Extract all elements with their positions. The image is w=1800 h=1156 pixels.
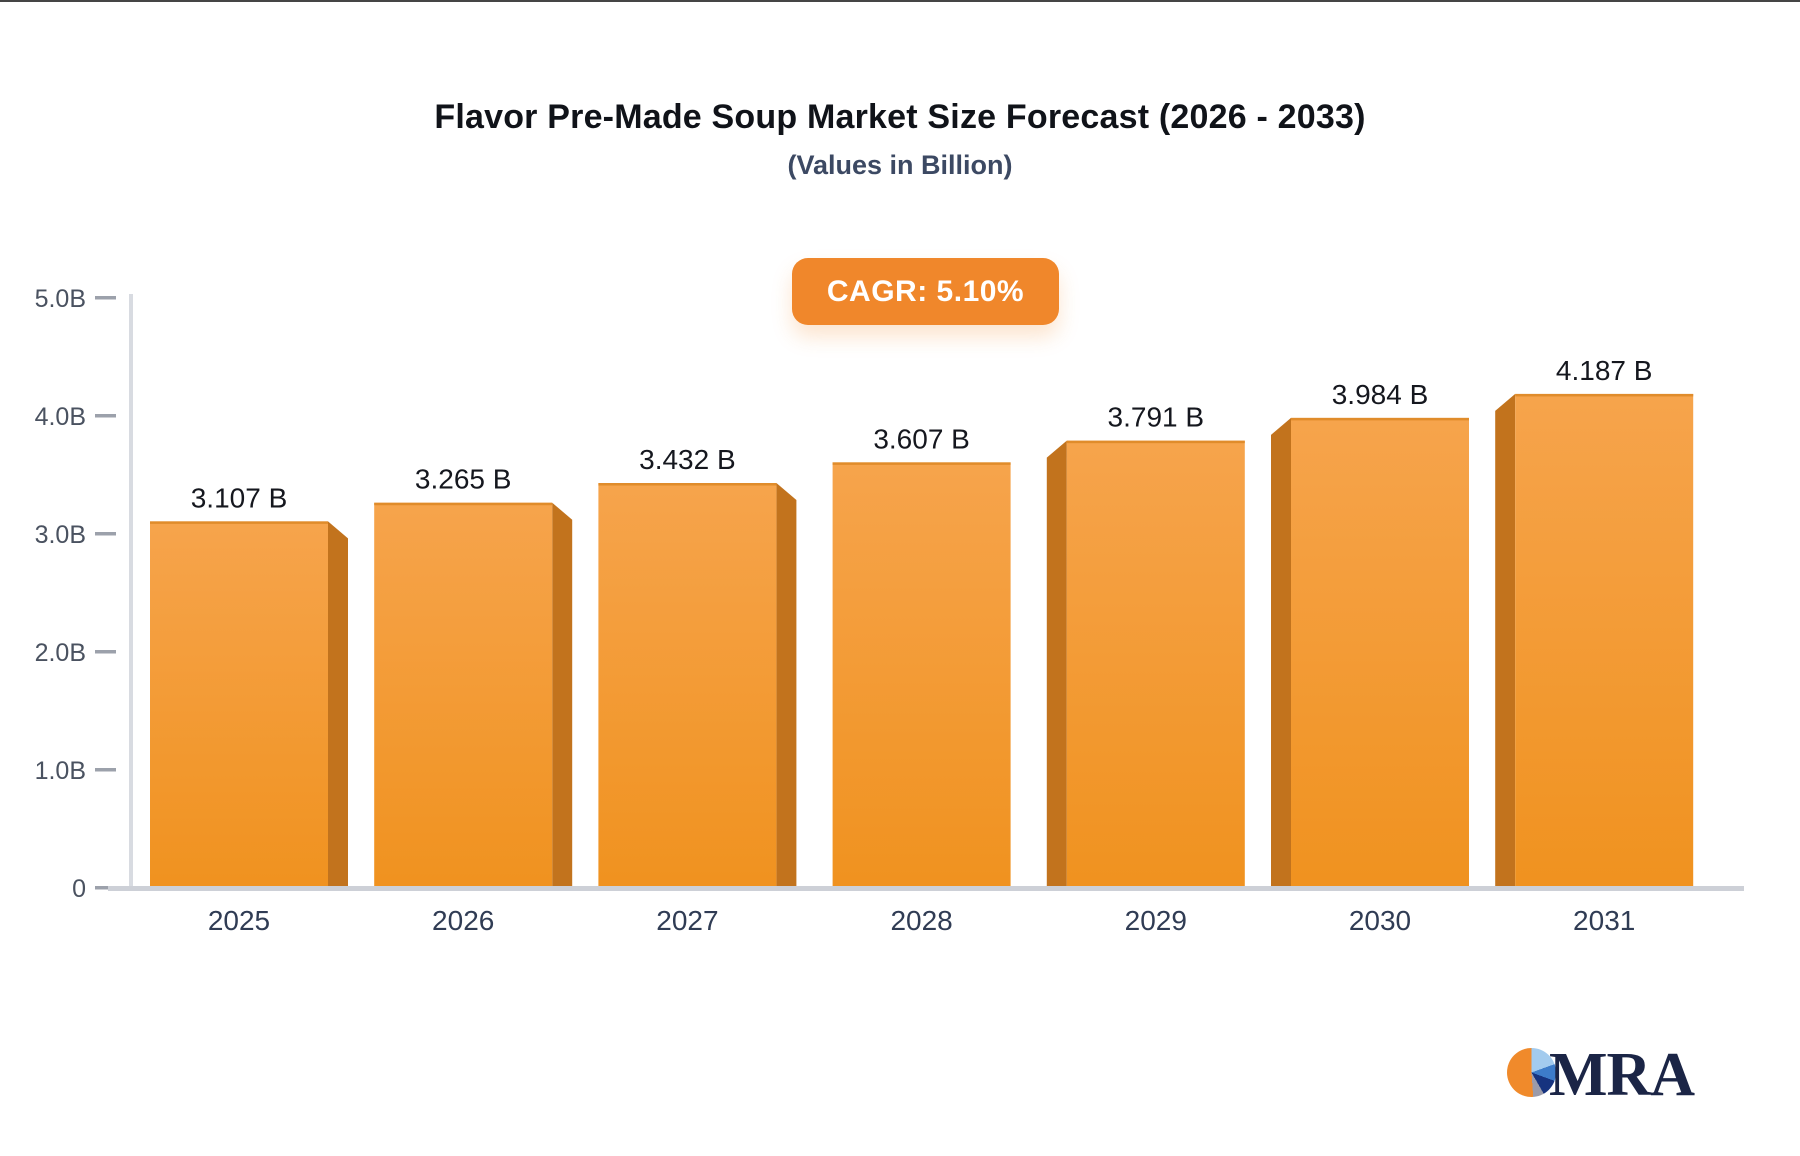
x-category-label: 2031 xyxy=(1573,905,1635,936)
bar-value-label: 3.265 B xyxy=(415,464,512,495)
bar-side-face xyxy=(1271,417,1291,888)
bar-2031: 4.187 B 2031 xyxy=(1495,355,1694,936)
bar-2027: 3.432 B 2027 xyxy=(598,444,797,936)
bar-side-face xyxy=(552,502,573,888)
bar-front-face xyxy=(1515,393,1694,888)
bar-front-face xyxy=(1291,417,1469,888)
bar-2029: 3.791 B 2029 xyxy=(1046,402,1245,936)
x-category-label: 2030 xyxy=(1349,905,1411,936)
bar-side-face xyxy=(1046,440,1067,888)
chart-title: Flavor Pre-Made Soup Market Size Forecas… xyxy=(434,98,1366,136)
bar-front-face xyxy=(150,521,328,888)
bar-side-face xyxy=(776,483,797,888)
bar-2028: 3.607 B 2028 xyxy=(832,423,1011,936)
x-category-label: 2026 xyxy=(432,905,494,936)
bar-top-edge xyxy=(1066,440,1245,444)
x-category-label: 2027 xyxy=(656,905,718,936)
bar-value-label: 3.607 B xyxy=(873,423,970,454)
bar-value-label: 3.791 B xyxy=(1108,402,1205,433)
y-tick-label: 2.0B xyxy=(35,639,86,667)
bar-top-edge xyxy=(598,483,777,486)
mra-logo: MRA xyxy=(1505,1040,1765,1120)
mra-logo-text: MRA xyxy=(1549,1041,1695,1109)
bar-top-edge xyxy=(150,521,328,524)
y-tick-mark xyxy=(95,886,116,890)
chart-subtitle: (Values in Billion) xyxy=(787,150,1013,180)
bar-value-label: 4.187 B xyxy=(1556,355,1653,386)
bar-front-face xyxy=(1066,440,1245,888)
x-category-label: 2028 xyxy=(890,905,952,936)
y-tick-label: 0 xyxy=(72,875,86,903)
bar-side-face xyxy=(328,521,348,888)
y-tick-mark xyxy=(95,768,116,772)
y-tick-mark xyxy=(95,296,116,300)
y-tick-label: 4.0B xyxy=(35,403,86,431)
bar-top-edge xyxy=(832,462,1011,465)
y-tick-label: 1.0B xyxy=(35,757,86,785)
bar-top-edge xyxy=(1515,393,1694,397)
y-axis-line xyxy=(129,294,133,891)
y-tick-label: 3.0B xyxy=(35,521,86,549)
bar-value-label: 3.107 B xyxy=(191,482,288,513)
y-tick-mark xyxy=(95,414,116,418)
y-tick-label: 5.0B xyxy=(35,285,86,313)
cagr-badge: CAGR: 5.10% xyxy=(792,258,1059,325)
y-tick-mark xyxy=(95,650,116,654)
bar-front-face xyxy=(832,462,1011,888)
bar-front-face xyxy=(598,483,777,888)
x-category-label: 2029 xyxy=(1125,905,1187,936)
bar-front-face xyxy=(374,502,553,888)
x-category-label: 2025 xyxy=(208,905,270,936)
bar-value-label: 3.984 B xyxy=(1332,379,1429,410)
bar-top-edge xyxy=(1291,417,1469,421)
bar-2025: 3.107 B 2025 xyxy=(150,482,348,936)
y-tick-mark xyxy=(95,532,116,536)
mra-pie-icon xyxy=(1507,1048,1556,1097)
bar-2030: 3.984 B 2030 xyxy=(1271,379,1469,936)
bar-top-edge xyxy=(374,502,553,506)
bar-side-face xyxy=(1495,393,1516,888)
x-axis-line xyxy=(108,886,1744,891)
bar-value-label: 3.432 B xyxy=(639,444,736,475)
bar-2026: 3.265 B 2026 xyxy=(374,464,573,936)
